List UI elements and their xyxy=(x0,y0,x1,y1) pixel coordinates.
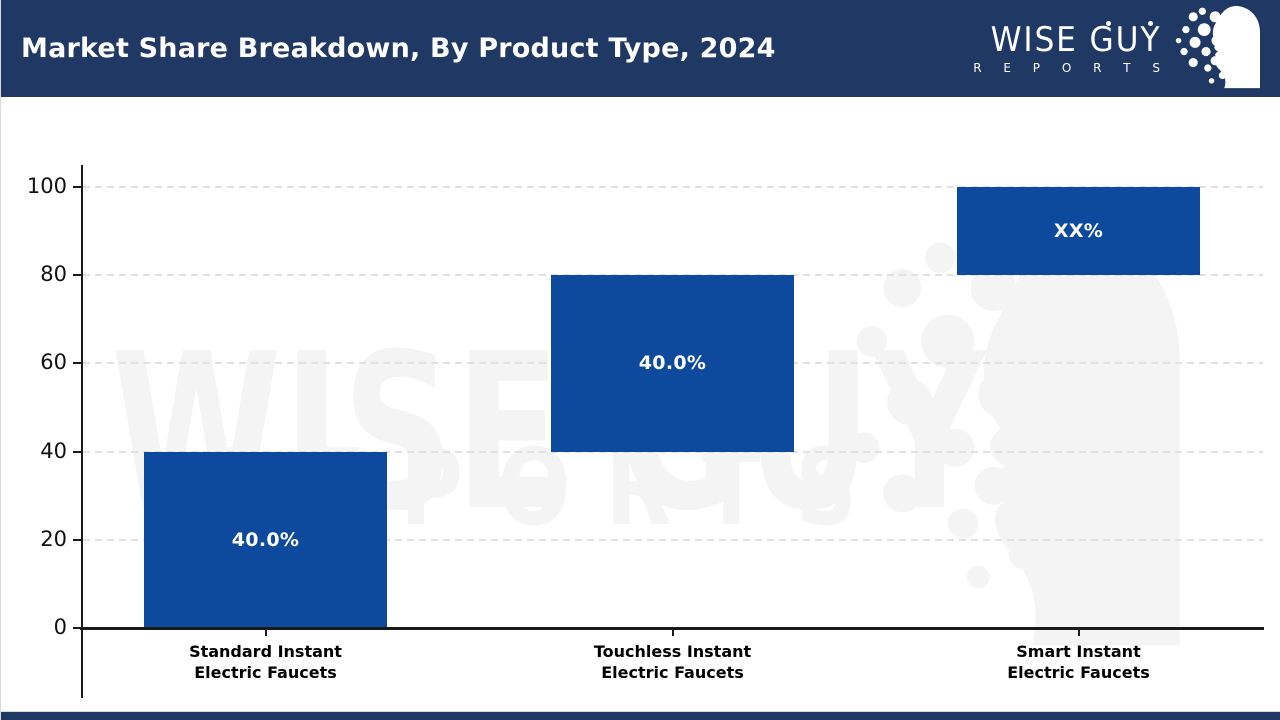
bar-value-label: 40.0% xyxy=(231,528,300,551)
category-label-line: Electric Faucets xyxy=(1007,663,1150,682)
x-tick-1 xyxy=(264,628,267,636)
logo-face-icon xyxy=(1171,4,1263,94)
header-bar: Market Share Breakdown, By Product Type,… xyxy=(1,0,1280,97)
x-tick-2 xyxy=(671,628,674,636)
category-label-3: Smart Instant Electric Faucets xyxy=(909,641,1249,683)
y-tick-0 xyxy=(73,627,81,629)
y-tick-40 xyxy=(73,450,81,453)
frame-bottom-line xyxy=(1,711,1280,712)
x-tick-3 xyxy=(1077,628,1080,636)
brand-logo: WISE GUY R E P O R T S xyxy=(967,4,1263,94)
bar-segment-2: 40.0% xyxy=(551,275,794,452)
category-label-line: Electric Faucets xyxy=(601,663,744,682)
page-title: Market Share Breakdown, By Product Type,… xyxy=(21,33,776,64)
y-tick-label-20: 20 xyxy=(40,526,67,551)
y-tick-100 xyxy=(73,186,81,188)
bar-segment-3: XX% xyxy=(957,187,1200,276)
bar-segment-1: 40.0% xyxy=(144,451,387,628)
bar-value-label: 40.0% xyxy=(638,352,707,375)
logo-wordmark-line1: WISE GUY xyxy=(990,20,1162,60)
chart-area: WISE GUY REPORTS 0 20 40 60 80 100 40.0% Standa… xyxy=(1,97,1280,711)
y-tick-label-100: 100 xyxy=(26,174,67,198)
logo-dot-icon xyxy=(1148,21,1153,26)
gridline-100 xyxy=(83,186,1263,188)
y-tick-label-60: 60 xyxy=(40,350,67,375)
category-label-line: Electric Faucets xyxy=(194,663,337,682)
y-tick-label-0: 0 xyxy=(53,615,67,639)
gridline-40 xyxy=(83,450,1263,453)
watermark-face-icon xyxy=(811,227,1191,661)
footer-bar xyxy=(1,712,1280,720)
bar-value-label: XX% xyxy=(1053,220,1104,243)
category-label-2: Touchless Instant Electric Faucets xyxy=(503,641,843,683)
logo-wordmark: WISE GUY R E P O R T S xyxy=(967,20,1169,75)
gridline-20 xyxy=(83,538,1263,541)
category-label-1: Standard Instant Electric Faucets xyxy=(96,641,436,683)
y-axis-spine xyxy=(81,165,83,698)
category-label-line: Standard Instant xyxy=(189,642,342,661)
y-tick-60 xyxy=(73,362,81,365)
logo-dot-icon xyxy=(1106,21,1111,26)
y-tick-label-80: 80 xyxy=(40,262,67,287)
logo-wordmark-line2: R E P O R T S xyxy=(973,61,1169,75)
category-label-line: Smart Instant xyxy=(1016,642,1141,661)
y-tick-20 xyxy=(73,538,81,541)
y-tick-80 xyxy=(73,274,81,277)
category-label-line: Touchless Instant xyxy=(593,642,752,661)
y-tick-label-40: 40 xyxy=(40,438,67,463)
